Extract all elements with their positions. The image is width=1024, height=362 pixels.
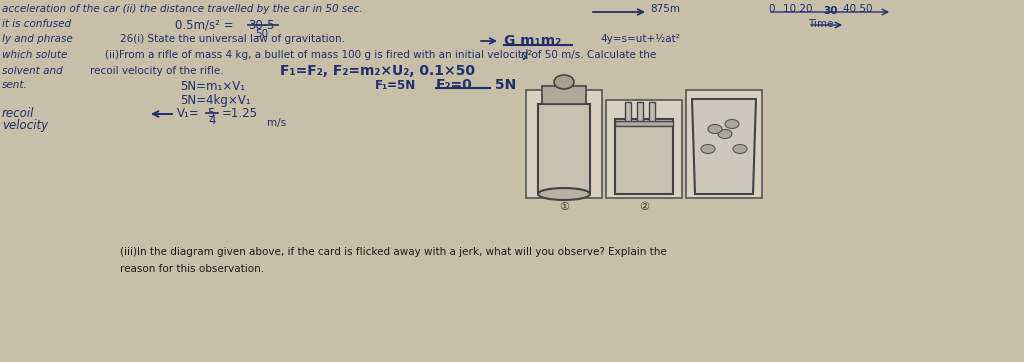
- Text: m/s: m/s: [267, 118, 286, 128]
- Text: 0: 0: [768, 4, 774, 14]
- Text: F₁=F₂, F₂=m₂×U₂, 0.1×50: F₁=F₂, F₂=m₂×U₂, 0.1×50: [280, 64, 475, 78]
- Text: 5: 5: [207, 107, 214, 120]
- Text: 50: 50: [255, 29, 268, 39]
- Ellipse shape: [708, 125, 722, 134]
- Ellipse shape: [725, 119, 739, 129]
- Text: F₁=5N: F₁=5N: [375, 79, 416, 92]
- Text: reason for this observation.: reason for this observation.: [120, 264, 264, 274]
- Text: 5N=4kg×V₁: 5N=4kg×V₁: [180, 94, 251, 107]
- Text: it is confused: it is confused: [2, 19, 71, 29]
- Bar: [637, 102, 643, 122]
- Ellipse shape: [701, 144, 715, 153]
- Polygon shape: [692, 99, 756, 194]
- Text: 4y=s=ut+½at²: 4y=s=ut+½at²: [600, 34, 680, 44]
- Text: 40 50: 40 50: [843, 4, 872, 14]
- Bar: [686, 90, 762, 198]
- Text: 10 20: 10 20: [783, 4, 812, 14]
- Text: d²: d²: [520, 49, 532, 62]
- Text: ②: ②: [639, 202, 649, 212]
- Text: ①: ①: [559, 202, 569, 212]
- Text: 875m: 875m: [650, 4, 680, 14]
- Bar: [606, 100, 682, 198]
- Bar: [542, 86, 586, 104]
- Text: 26(i) State the universal law of gravitation.: 26(i) State the universal law of gravita…: [120, 34, 345, 44]
- Text: Time: Time: [808, 19, 834, 29]
- Text: acceleration of the car (ii) the distance travelled by the car in 50 sec.: acceleration of the car (ii) the distanc…: [2, 4, 362, 14]
- Bar: [649, 102, 655, 122]
- Text: velocity: velocity: [2, 119, 48, 132]
- Text: ly and phrase: ly and phrase: [2, 34, 73, 44]
- Bar: [615, 119, 673, 194]
- Text: (ii)From a rifle of mass 4 kg, a bullet of mass 100 g is fired with an initial v: (ii)From a rifle of mass 4 kg, a bullet …: [105, 50, 656, 60]
- Text: 0.5m/s² =: 0.5m/s² =: [175, 19, 238, 32]
- Ellipse shape: [733, 144, 746, 153]
- Text: 4: 4: [208, 114, 215, 127]
- Text: 5N=m₁×V₁: 5N=m₁×V₁: [180, 80, 245, 93]
- Text: 30: 30: [823, 6, 838, 16]
- Ellipse shape: [538, 188, 590, 200]
- Ellipse shape: [718, 130, 732, 139]
- Text: 30-5: 30-5: [248, 19, 274, 32]
- Bar: [615, 121, 673, 126]
- Text: solvent and: solvent and: [2, 66, 62, 76]
- Text: F₂=0: F₂=0: [436, 78, 473, 92]
- Bar: [625, 102, 631, 122]
- Bar: [538, 104, 590, 194]
- Text: sent.: sent.: [2, 80, 28, 90]
- Text: which solute: which solute: [2, 50, 68, 60]
- Ellipse shape: [554, 75, 574, 89]
- Bar: [526, 90, 602, 198]
- Text: recoil velocity of the rifle.: recoil velocity of the rifle.: [90, 66, 223, 76]
- Text: V₁=: V₁=: [177, 107, 200, 120]
- Text: (iii)In the diagram given above, if the card is flicked away with a jerk, what w: (iii)In the diagram given above, if the …: [120, 247, 667, 257]
- Text: =1.25: =1.25: [222, 107, 258, 120]
- Text: recoil: recoil: [2, 107, 35, 120]
- Text: G m₁m₂: G m₁m₂: [504, 34, 561, 48]
- Text: 5N: 5N: [490, 78, 516, 92]
